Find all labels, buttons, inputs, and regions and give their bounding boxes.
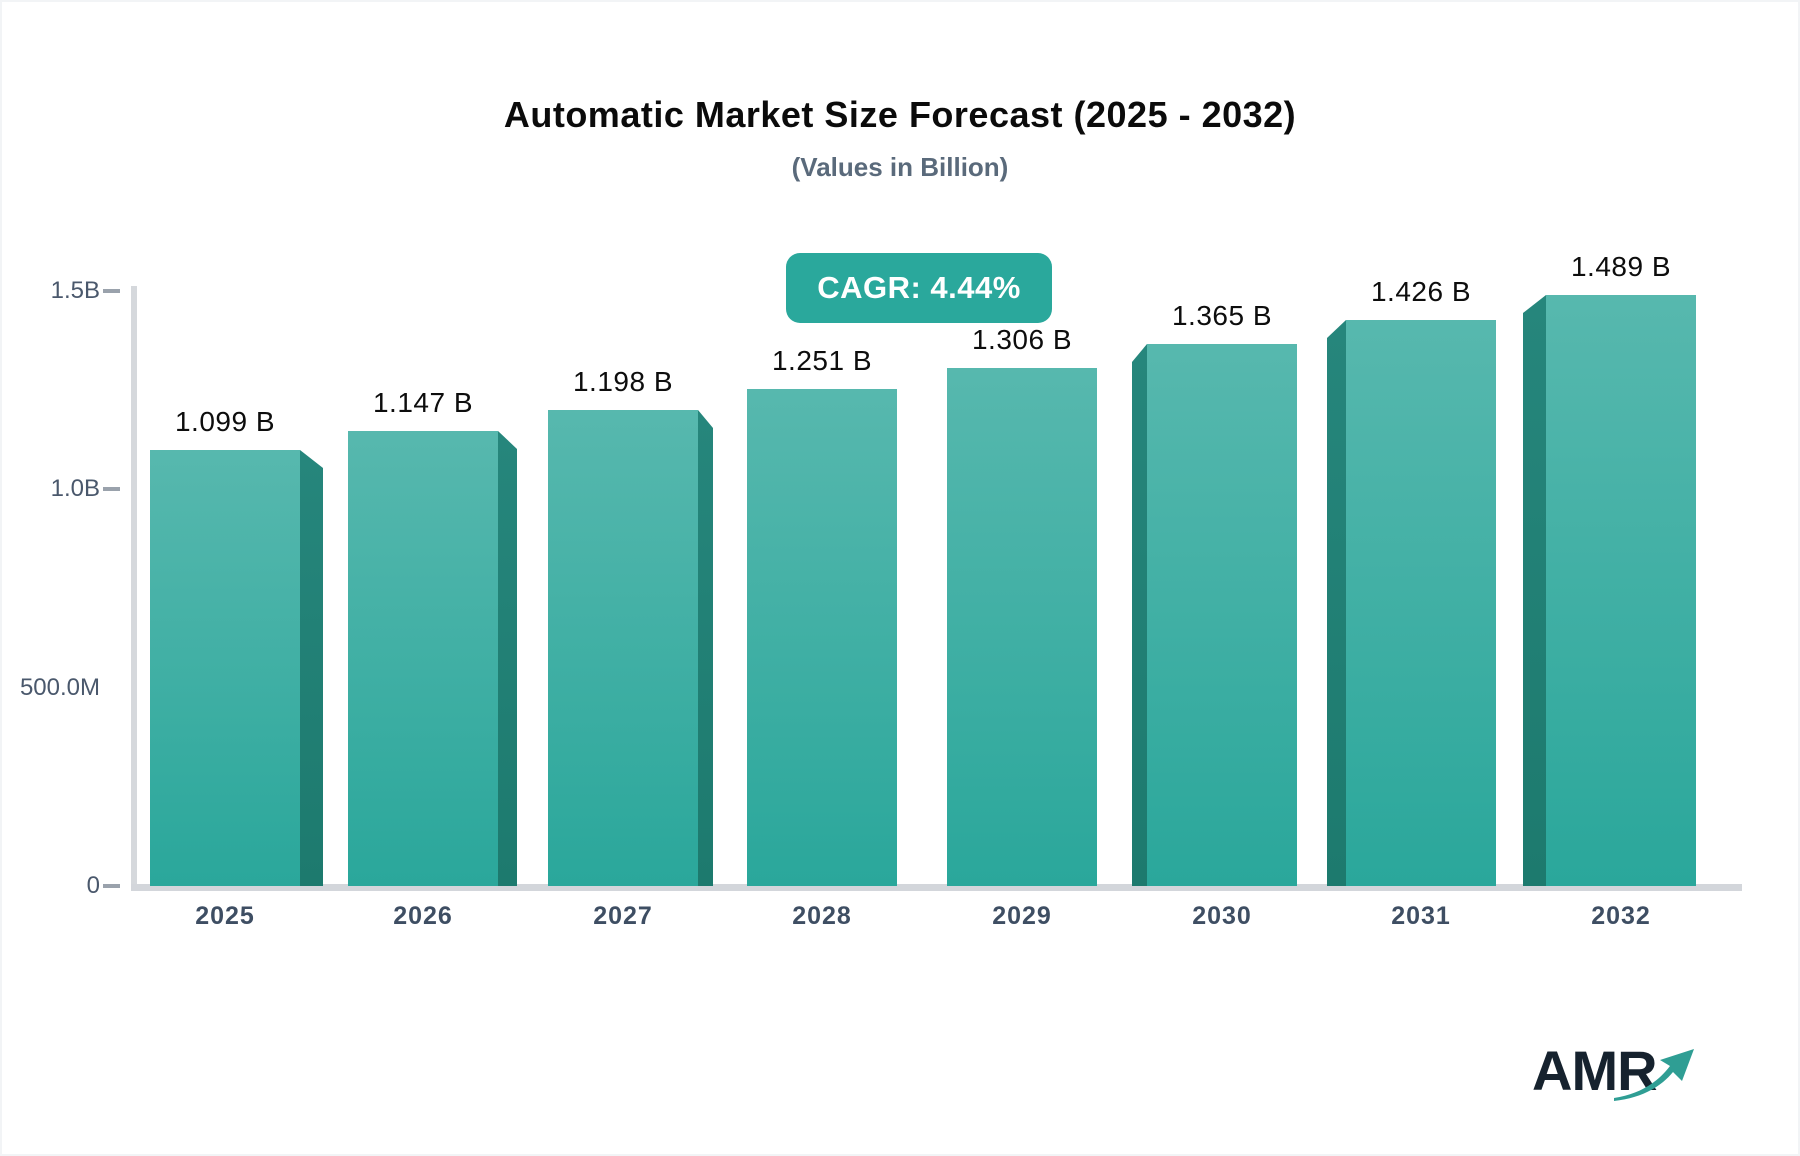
- bar-2030: [1147, 344, 1297, 886]
- x-axis-label: 2029: [992, 902, 1052, 930]
- bar-2029: [947, 368, 1097, 886]
- bar-side-panel: [1132, 344, 1147, 886]
- y-tick-label: 0: [86, 872, 100, 899]
- bar-side-panel: [1523, 295, 1546, 886]
- y-tick-dash: [103, 288, 120, 293]
- x-axis-label: 2032: [1591, 902, 1651, 930]
- amr-logo-text: AMR: [1532, 1039, 1658, 1102]
- x-axis-label: 2030: [1192, 902, 1252, 930]
- bar-value-label: 1.489 B: [1570, 251, 1672, 282]
- x-axis-label: 2027: [593, 902, 653, 930]
- y-tick-label: 1.5B: [50, 276, 100, 304]
- bar-2031: [1346, 320, 1496, 886]
- y-tick-dash: [103, 487, 120, 491]
- bar-value-label: 1.198 B: [572, 366, 674, 397]
- bar-value-label: 1.251 B: [771, 345, 873, 376]
- bar-2026: [348, 431, 498, 886]
- x-axis-label: 2026: [393, 902, 453, 930]
- bar-side-panel: [698, 410, 713, 886]
- bar-side-panel: [300, 450, 323, 886]
- y-axis-line: [131, 286, 137, 888]
- bar-2032: [1546, 295, 1696, 886]
- x-axis-label: 2031: [1391, 902, 1451, 930]
- x-axis-line: [131, 884, 1742, 891]
- bar-value-label: 1.426 B: [1370, 276, 1472, 307]
- amr-logo: AMR: [1532, 1038, 1712, 1118]
- growth-arrow-icon: [1614, 1049, 1694, 1101]
- y-tick-dash: [103, 884, 120, 888]
- x-axis-label: 2028: [792, 902, 852, 930]
- bar-value-label: 1.147 B: [372, 387, 474, 418]
- chart-title: Automatic Market Size Forecast (2025 - 2…: [503, 94, 1297, 135]
- bar-value-label: 1.099 B: [174, 406, 276, 437]
- cagr-badge: CAGR: 4.44%: [786, 253, 1052, 323]
- bar-2028: [747, 389, 897, 886]
- x-axis-label: 2025: [195, 902, 255, 930]
- y-tick-label: 1.0B: [50, 475, 100, 502]
- bar-value-label: 1.365 B: [1171, 300, 1273, 331]
- bar-side-panel: [1327, 320, 1346, 886]
- bar-side-panel: [498, 431, 517, 886]
- chart-subtitle: (Values in Billion): [791, 152, 1009, 182]
- bar-2025: [150, 450, 300, 886]
- bar-2027: [548, 410, 698, 886]
- bar-value-label: 1.306 B: [971, 324, 1073, 355]
- y-tick-label: 500.0M: [19, 673, 100, 701]
